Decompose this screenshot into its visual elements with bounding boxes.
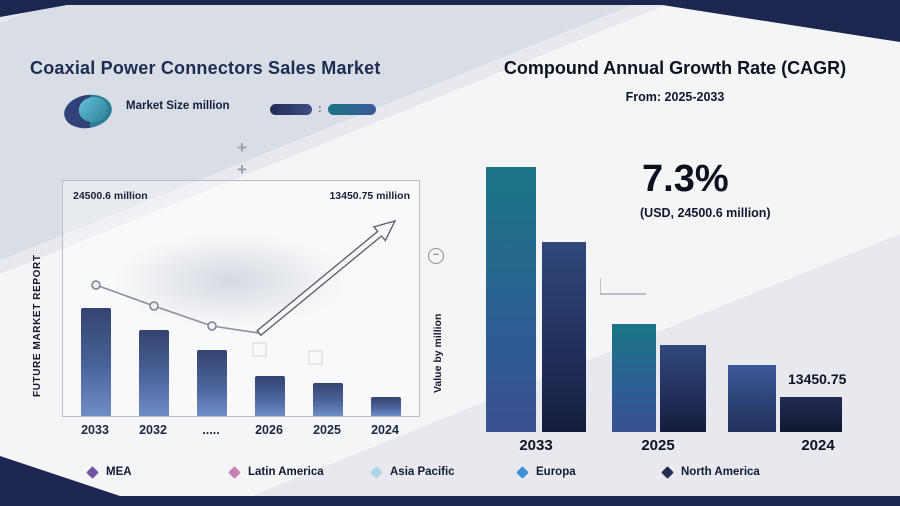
left-axis-label: 2026 bbox=[255, 423, 283, 437]
max-value-label: 24500.6 million bbox=[73, 190, 148, 202]
legend-item: North America bbox=[661, 465, 760, 479]
future-market-report-label: FUTURE MARKET REPORT bbox=[32, 254, 43, 398]
legend-label: Asia Pacific bbox=[390, 466, 455, 478]
left-chart-bar bbox=[371, 397, 401, 416]
left-chart-bar bbox=[313, 383, 343, 416]
cloud-watermark bbox=[113, 233, 348, 328]
legend-item: Latin America bbox=[228, 465, 324, 479]
left-axis-label: 2025 bbox=[313, 423, 341, 437]
plus-decoration-icon: + bbox=[237, 160, 247, 179]
right-bars-group bbox=[470, 160, 870, 432]
legend-diamond-icon bbox=[86, 465, 99, 479]
region-legend: MEA Latin America Asia Pacific Europa North … bbox=[80, 465, 860, 486]
step-decoration bbox=[600, 278, 646, 295]
right-axis-label: 2033 bbox=[519, 437, 553, 454]
right-chart-bar bbox=[780, 397, 842, 432]
trend-line bbox=[95, 284, 260, 334]
left-x-axis: 2033 2032..... 2026 2025 2024 bbox=[62, 423, 420, 437]
legend-label: Europa bbox=[536, 466, 576, 478]
legend-pills: : bbox=[270, 103, 376, 115]
legend-item: Europa bbox=[516, 465, 576, 479]
value-axis-label: Value by million bbox=[432, 313, 444, 394]
bottom-edge-strip bbox=[0, 496, 900, 506]
legend-item: MEA bbox=[86, 465, 132, 479]
left-chart-panel: 24500.6 million 13450.75 million bbox=[62, 180, 420, 417]
step-line bbox=[600, 278, 646, 295]
right-chart-title: Compound Annual Growth Rate (CAGR) bbox=[503, 58, 847, 78]
right-chart-bar bbox=[612, 324, 656, 432]
left-axis-label: ..... bbox=[202, 423, 220, 437]
left-chart-title: Coaxial Power Connectors Sales Market bbox=[30, 58, 381, 78]
legend-diamond-icon bbox=[228, 465, 241, 479]
trend-marker-icon bbox=[207, 321, 217, 331]
navy-pill-icon bbox=[270, 103, 312, 115]
trend-marker-icon bbox=[91, 280, 101, 290]
watermark-square bbox=[252, 342, 267, 357]
left-chart-bar bbox=[139, 330, 169, 416]
watermark-square bbox=[308, 350, 323, 365]
growth-arrow-icon bbox=[256, 219, 397, 337]
left-chart-bar bbox=[255, 376, 285, 416]
plus-decoration-icon: + bbox=[237, 138, 247, 157]
right-chart-bar bbox=[486, 167, 536, 432]
trend-marker-icon bbox=[149, 301, 159, 311]
left-axis-label: 2024 bbox=[371, 423, 399, 437]
right-axis-label: 2024 bbox=[801, 437, 835, 454]
left-axis-label: 2033 bbox=[81, 423, 109, 437]
legend-diamond-icon bbox=[370, 465, 383, 479]
right-axis-label: 2025 bbox=[641, 437, 675, 454]
cagr-value: 7.3% bbox=[642, 158, 729, 200]
legend-diamond-icon bbox=[516, 465, 529, 479]
value-callout: 13450.75 bbox=[788, 371, 847, 387]
right-chart-subtitle: From: 2025-2033 bbox=[625, 90, 725, 104]
legend-label: North America bbox=[681, 466, 760, 478]
market-size-legend-label: Market Size million bbox=[126, 100, 230, 112]
pill-separator: : bbox=[318, 103, 322, 115]
circled-minus-icon: − bbox=[428, 248, 444, 264]
legend-diamond-icon bbox=[661, 465, 674, 479]
trend-overlay bbox=[91, 219, 397, 365]
teal-pill-icon bbox=[327, 103, 376, 115]
left-chart-bar bbox=[197, 350, 227, 416]
cagr-note: (USD, 24500.6 million) bbox=[640, 206, 771, 220]
right-chart-bar bbox=[660, 345, 706, 432]
legend-label: Latin America bbox=[248, 466, 324, 478]
left-axis-label: 2032 bbox=[139, 423, 167, 437]
legend-label: MEA bbox=[106, 466, 132, 478]
top-edge-strip bbox=[0, 0, 900, 5]
right-chart-bar bbox=[542, 242, 586, 432]
left-chart-bar bbox=[81, 308, 111, 416]
legend-item: Asia Pacific bbox=[370, 465, 455, 479]
right-chart-bar bbox=[728, 365, 776, 432]
min-value-label: 13450.75 million bbox=[329, 190, 410, 202]
left-bars-group bbox=[63, 308, 419, 416]
